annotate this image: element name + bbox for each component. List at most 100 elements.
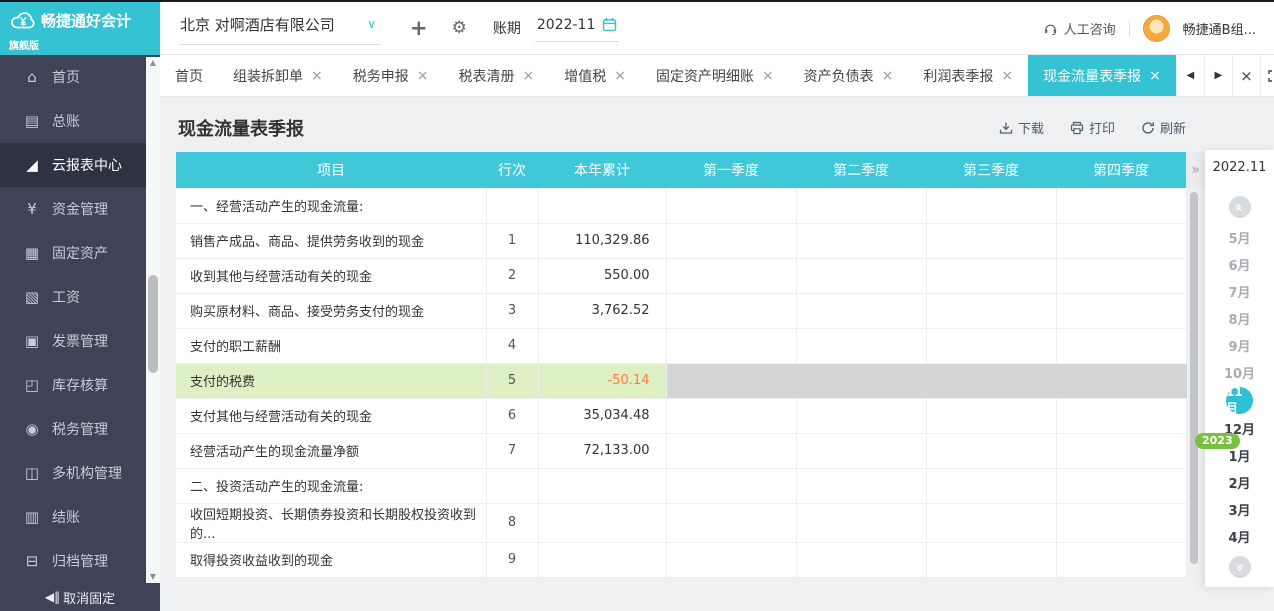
- table-row[interactable]: 收回短期投资、长期债券投资和长期股权投资收到的... 8: [176, 503, 1187, 543]
- cell-line: 6: [485, 398, 539, 434]
- tab-vat[interactable]: 增值税 ×: [549, 55, 641, 96]
- col-header-q1: 第一季度: [666, 152, 796, 188]
- cell-line: 3: [485, 293, 539, 329]
- close-icon[interactable]: ×: [311, 67, 323, 84]
- table-row[interactable]: 购买原材料、商品、接受劳务支付的现金 3 3,762.52: [176, 293, 1187, 329]
- close-all-tabs-icon[interactable]: ×: [1231, 55, 1260, 96]
- live-support-button[interactable]: 人工咨询: [1043, 19, 1116, 38]
- cell-q1: [666, 258, 797, 294]
- month-item-april[interactable]: 4月: [1228, 531, 1251, 546]
- sidebar-item-cloud-reports[interactable]: ◢ 云报表中心: [0, 143, 146, 187]
- table-row[interactable]: 经营活动产生的现金流量净额 7 72,133.00: [176, 433, 1187, 469]
- month-item-june[interactable]: 6月: [1228, 259, 1251, 274]
- sidebar-item-inventory[interactable]: ◰ 库存核算: [0, 363, 146, 407]
- sidebar-scrollbar[interactable]: ▲ ▼: [146, 57, 160, 583]
- scroll-down-icon[interactable]: ▼: [149, 572, 157, 581]
- table-row[interactable]: 二、投资活动产生的现金流量:: [176, 468, 1187, 504]
- print-button[interactable]: 打印: [1070, 118, 1115, 137]
- sidebar-item-fixed-assets[interactable]: ▦ 固定资产: [0, 231, 146, 275]
- unpin-sidebar-button[interactable]: ◀‖ 取消固定: [0, 583, 160, 611]
- month-item-may[interactable]: 5月: [1228, 232, 1251, 247]
- close-icon[interactable]: ×: [761, 67, 774, 84]
- close-icon[interactable]: ×: [881, 67, 894, 84]
- cell-item: 一、经营活动产生的现金流量:: [176, 188, 486, 224]
- month-item-november-active[interactable]: 11月: [1226, 385, 1253, 415]
- period-picker[interactable]: 2022-11: [534, 15, 620, 42]
- cell-q4: [1056, 293, 1187, 329]
- cell-q2: [796, 542, 927, 578]
- cell-line: 2: [485, 258, 539, 294]
- collapse-period-panel-button[interactable]: »: [1186, 152, 1205, 188]
- tab-fixed-asset-ledger[interactable]: 固定资产明细账 ×: [641, 55, 789, 96]
- month-item-january[interactable]: 1月: [1228, 450, 1251, 465]
- archive-icon: ⊟: [25, 552, 39, 570]
- sidebar-item-home[interactable]: ⌂ 首页: [0, 55, 146, 99]
- sidebar-scrollbar-thumb[interactable]: [148, 275, 158, 373]
- table-row[interactable]: 一、经营活动产生的现金流量:: [176, 188, 1187, 224]
- add-button[interactable]: +: [410, 15, 428, 40]
- table-row[interactable]: 销售产成品、商品、提供劳务收到的现金 1 110,329.86: [176, 223, 1187, 259]
- sidebar-item-closing[interactable]: ▥ 结账: [0, 495, 146, 539]
- month-item-october[interactable]: 10月: [1223, 367, 1256, 382]
- tab-label: 组装拆卸单: [233, 68, 303, 85]
- table-row-highlighted[interactable]: 支付的税费 5 -50.14: [176, 363, 1187, 399]
- month-item-september[interactable]: 9月: [1228, 340, 1251, 355]
- avatar[interactable]: [1142, 14, 1170, 42]
- scroll-months-up-button[interactable]: »: [1228, 196, 1251, 218]
- month-item-august[interactable]: 8月: [1228, 313, 1251, 328]
- sidebar-item-payroll[interactable]: ▧ 工资: [0, 275, 146, 319]
- sidebar-item-general-ledger[interactable]: ▤ 总账: [0, 99, 146, 143]
- cell-q2: [796, 223, 927, 259]
- month-item-march[interactable]: 3月: [1228, 504, 1251, 519]
- refresh-label: 刷新: [1159, 122, 1186, 137]
- table-row[interactable]: 取得投资收益收到的现金 9: [176, 542, 1187, 578]
- tab-tax-register[interactable]: 税表清册 ×: [443, 55, 549, 96]
- sidebar-item-funds[interactable]: ¥ 资金管理: [0, 187, 146, 231]
- table-scrollbar-thumb[interactable]: [1190, 192, 1198, 564]
- tab-cashflow-quarterly[interactable]: 现金流量表季报 ×: [1028, 55, 1176, 96]
- table-row[interactable]: 支付的职工薪酬 4: [176, 328, 1187, 364]
- sidebar-item-archive[interactable]: ⊟ 归档管理: [0, 539, 146, 583]
- tab-scroll-left-icon[interactable]: ◀: [1175, 55, 1204, 96]
- sidebar-item-tax[interactable]: ◉ 税务管理: [0, 407, 146, 451]
- tab-tax-filing[interactable]: 税务申报 ×: [338, 55, 444, 96]
- tab-balance-sheet[interactable]: 资产负债表 ×: [789, 55, 909, 96]
- table-row[interactable]: 支付其他与经营活动有关的现金 6 35,034.48: [176, 398, 1187, 434]
- cell-item: 支付其他与经营活动有关的现金: [176, 398, 486, 434]
- cell-item: 二、投资活动产生的现金流量:: [176, 468, 486, 504]
- close-icon[interactable]: ×: [1149, 67, 1161, 84]
- month-item-february[interactable]: 2月: [1228, 477, 1251, 492]
- cell-q3: [926, 258, 1057, 294]
- fullscreen-icon[interactable]: [1259, 55, 1274, 96]
- cell-ytd: 550.00: [538, 258, 667, 294]
- sidebar-item-invoices[interactable]: ▣ 发票管理: [0, 319, 146, 363]
- unpin-label: 取消固定: [63, 591, 116, 607]
- scroll-up-icon[interactable]: ▲: [149, 58, 157, 67]
- close-icon[interactable]: ×: [1001, 67, 1014, 84]
- download-button[interactable]: 下载: [999, 118, 1044, 137]
- close-icon[interactable]: ×: [416, 67, 429, 84]
- gear-icon[interactable]: ⚙: [451, 18, 467, 38]
- close-icon[interactable]: ×: [614, 67, 626, 84]
- brand-logo[interactable]: 畅捷通好会计 旗舰版: [0, 0, 160, 55]
- tab-home[interactable]: 首页: [160, 55, 218, 96]
- scroll-months-down-button[interactable]: »: [1228, 556, 1251, 578]
- tab-assembly[interactable]: 组装拆卸单 ×: [218, 55, 338, 96]
- cell-q3: [926, 188, 1057, 224]
- tab-scroll-right-icon[interactable]: ▶: [1203, 55, 1232, 96]
- cell-line: 9: [485, 542, 539, 578]
- table-row[interactable]: 收到其他与经营活动有关的现金 2 550.00: [176, 258, 1187, 294]
- cell-q2: [796, 363, 927, 399]
- close-icon[interactable]: ×: [522, 67, 535, 84]
- sidebar-item-multi-org[interactable]: ◫ 多机构管理: [0, 451, 146, 495]
- refresh-button[interactable]: 刷新: [1141, 118, 1186, 137]
- month-item-july[interactable]: 7月: [1228, 286, 1251, 301]
- cell-q1: [666, 328, 797, 364]
- current-period-chip[interactable]: 2022.11: [1212, 160, 1267, 175]
- user-name[interactable]: 畅捷通B组...: [1182, 22, 1256, 38]
- col-header-q3: 第三季度: [926, 152, 1056, 188]
- tab-income-quarterly[interactable]: 利润表季报 ×: [908, 55, 1028, 96]
- building-icon: ▦: [24, 244, 40, 262]
- print-label: 打印: [1088, 122, 1115, 137]
- company-selector[interactable]: 北京 对啊酒店有限公司 ∨: [180, 12, 380, 45]
